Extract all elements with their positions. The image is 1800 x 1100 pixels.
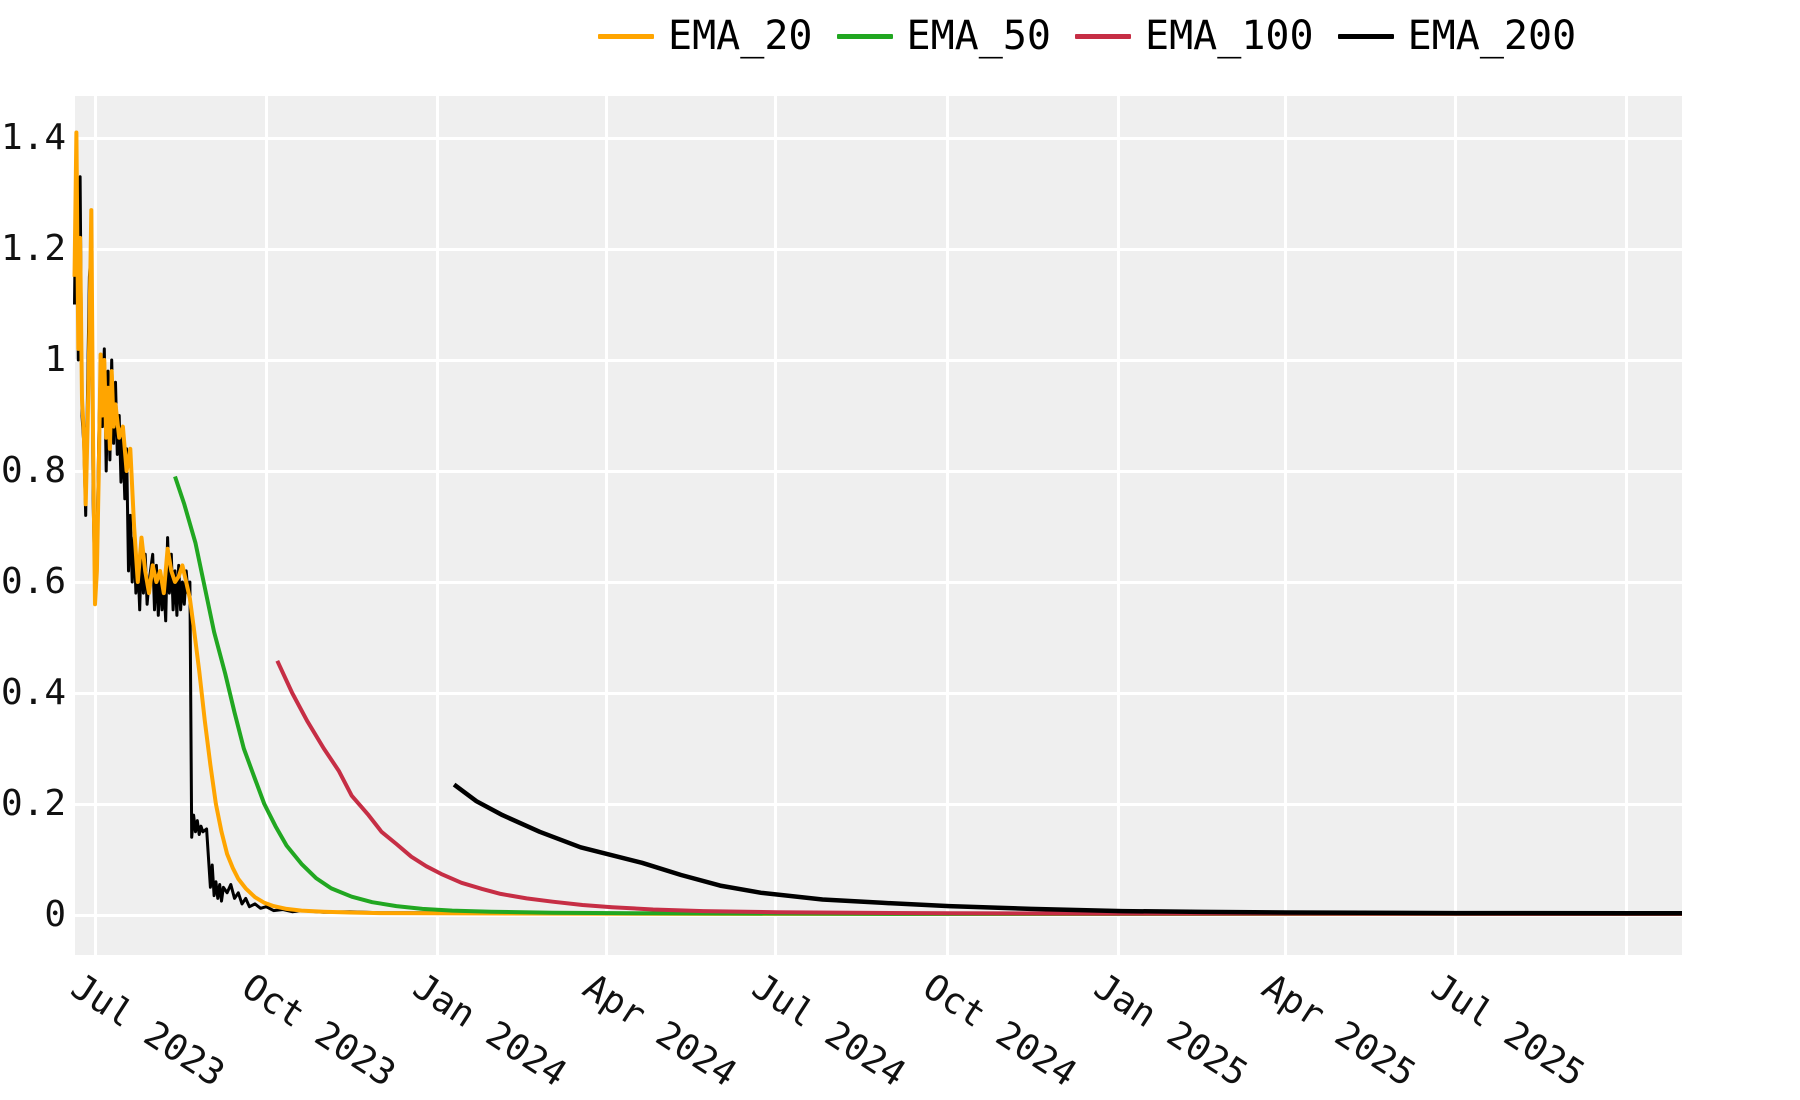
y-gridline (75, 247, 1682, 251)
x-gridline (1116, 96, 1120, 955)
y-tick-label: 1.4 (0, 117, 66, 158)
y-tick-label: 0.6 (0, 561, 66, 602)
x-gridline (945, 96, 949, 955)
y-gridline (75, 469, 1682, 473)
legend-label: EMA_100 (1145, 13, 1314, 59)
series-line-close (73, 136, 1682, 915)
legend-swatch-ema-200 (1337, 33, 1394, 39)
y-gridline (75, 358, 1682, 362)
y-tick-label: 0.8 (0, 450, 66, 491)
series-line-ema_100 (275, 659, 1683, 916)
y-tick-label: 0.2 (0, 783, 66, 824)
chart-legend: EMA_20 EMA_50 EMA_100 EMA_200 (598, 10, 1576, 62)
series-line-ema_200 (452, 782, 1682, 916)
x-gridline (605, 96, 609, 955)
x-gridline (264, 96, 268, 955)
y-tick-label: 0.4 (0, 672, 66, 713)
legend-item-ema-20: EMA_20 (598, 16, 813, 56)
legend-item-ema-100: EMA_100 (1075, 16, 1314, 56)
x-gridline (1453, 96, 1457, 955)
x-gridline (1284, 96, 1288, 955)
series-line-ema_20 (72, 130, 1682, 916)
x-gridline (435, 96, 439, 955)
legend-label: EMA_200 (1407, 13, 1577, 59)
legend-swatch-ema-20 (598, 33, 654, 39)
y-gridline (75, 136, 1682, 140)
y-tick-label: 1 (44, 339, 66, 380)
y-tick-label: 1.2 (0, 228, 66, 269)
legend-item-ema-200: EMA_200 (1337, 13, 1577, 59)
legend-label: EMA_20 (668, 13, 813, 59)
series-line-ema_50 (173, 475, 1682, 916)
legend-swatch-ema-100 (1075, 33, 1131, 39)
plot-area (75, 96, 1682, 955)
legend-item-ema-50: EMA_50 (836, 13, 1052, 59)
y-gridline (75, 580, 1682, 584)
y-tick-label: 0 (44, 894, 66, 935)
legend-label: EMA_50 (906, 13, 1052, 59)
x-gridline (774, 96, 778, 955)
x-gridline (1624, 96, 1628, 955)
y-gridline (75, 691, 1682, 695)
y-gridline (75, 802, 1682, 806)
legend-swatch-ema-50 (836, 33, 893, 39)
